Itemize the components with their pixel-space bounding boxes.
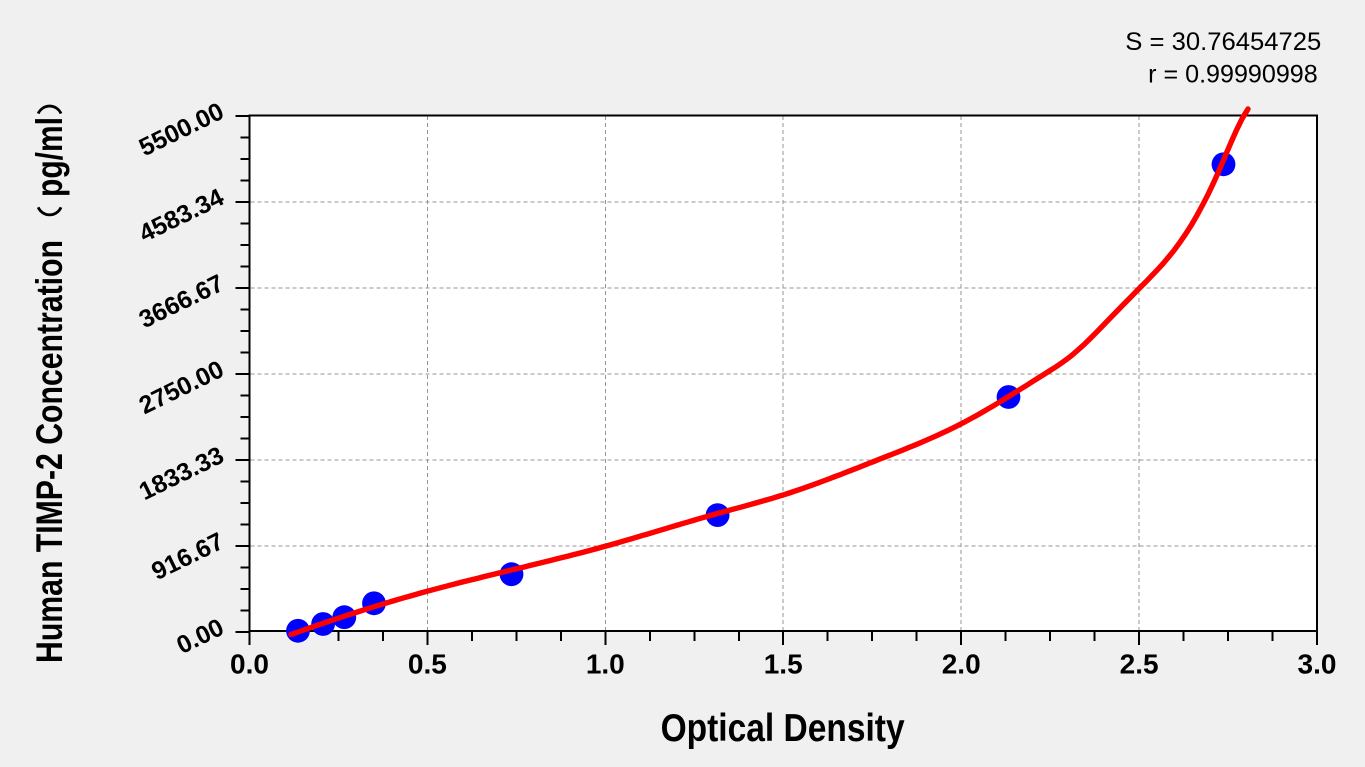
svg-text:pg/ml: pg/ml <box>29 117 70 197</box>
svg-text:1.0: 1.0 <box>586 649 625 680</box>
svg-text:0.0: 0.0 <box>230 649 269 680</box>
svg-text:0.5: 0.5 <box>408 649 447 680</box>
svg-text:Human TIMP-2 Concentration: Human TIMP-2 Concentration <box>29 240 70 663</box>
svg-text:2.5: 2.5 <box>1120 649 1159 680</box>
svg-text:S = 30.76454725: S = 30.76454725 <box>1125 28 1321 56</box>
svg-text:1.5: 1.5 <box>764 649 803 680</box>
svg-text:2.0: 2.0 <box>942 649 981 680</box>
svg-text:r = 0.99990998: r = 0.99990998 <box>1148 61 1318 89</box>
svg-text:Optical Density: Optical Density <box>661 707 905 750</box>
svg-text:3.0: 3.0 <box>1298 649 1337 680</box>
